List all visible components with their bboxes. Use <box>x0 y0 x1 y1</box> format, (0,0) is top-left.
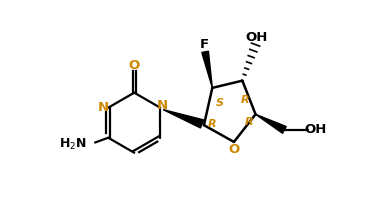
Text: N: N <box>157 99 168 112</box>
Text: R: R <box>208 119 216 129</box>
Text: O: O <box>129 58 140 72</box>
Polygon shape <box>202 51 212 88</box>
Text: OH: OH <box>246 31 268 44</box>
Text: R: R <box>244 117 253 127</box>
Text: F: F <box>199 38 208 51</box>
Polygon shape <box>163 110 203 128</box>
Text: O: O <box>228 143 240 156</box>
Text: S: S <box>215 99 224 108</box>
Text: OH: OH <box>304 124 326 136</box>
Polygon shape <box>256 114 286 133</box>
Text: N: N <box>97 101 109 114</box>
Text: R: R <box>240 95 249 105</box>
Text: H$_2$N: H$_2$N <box>59 137 87 152</box>
